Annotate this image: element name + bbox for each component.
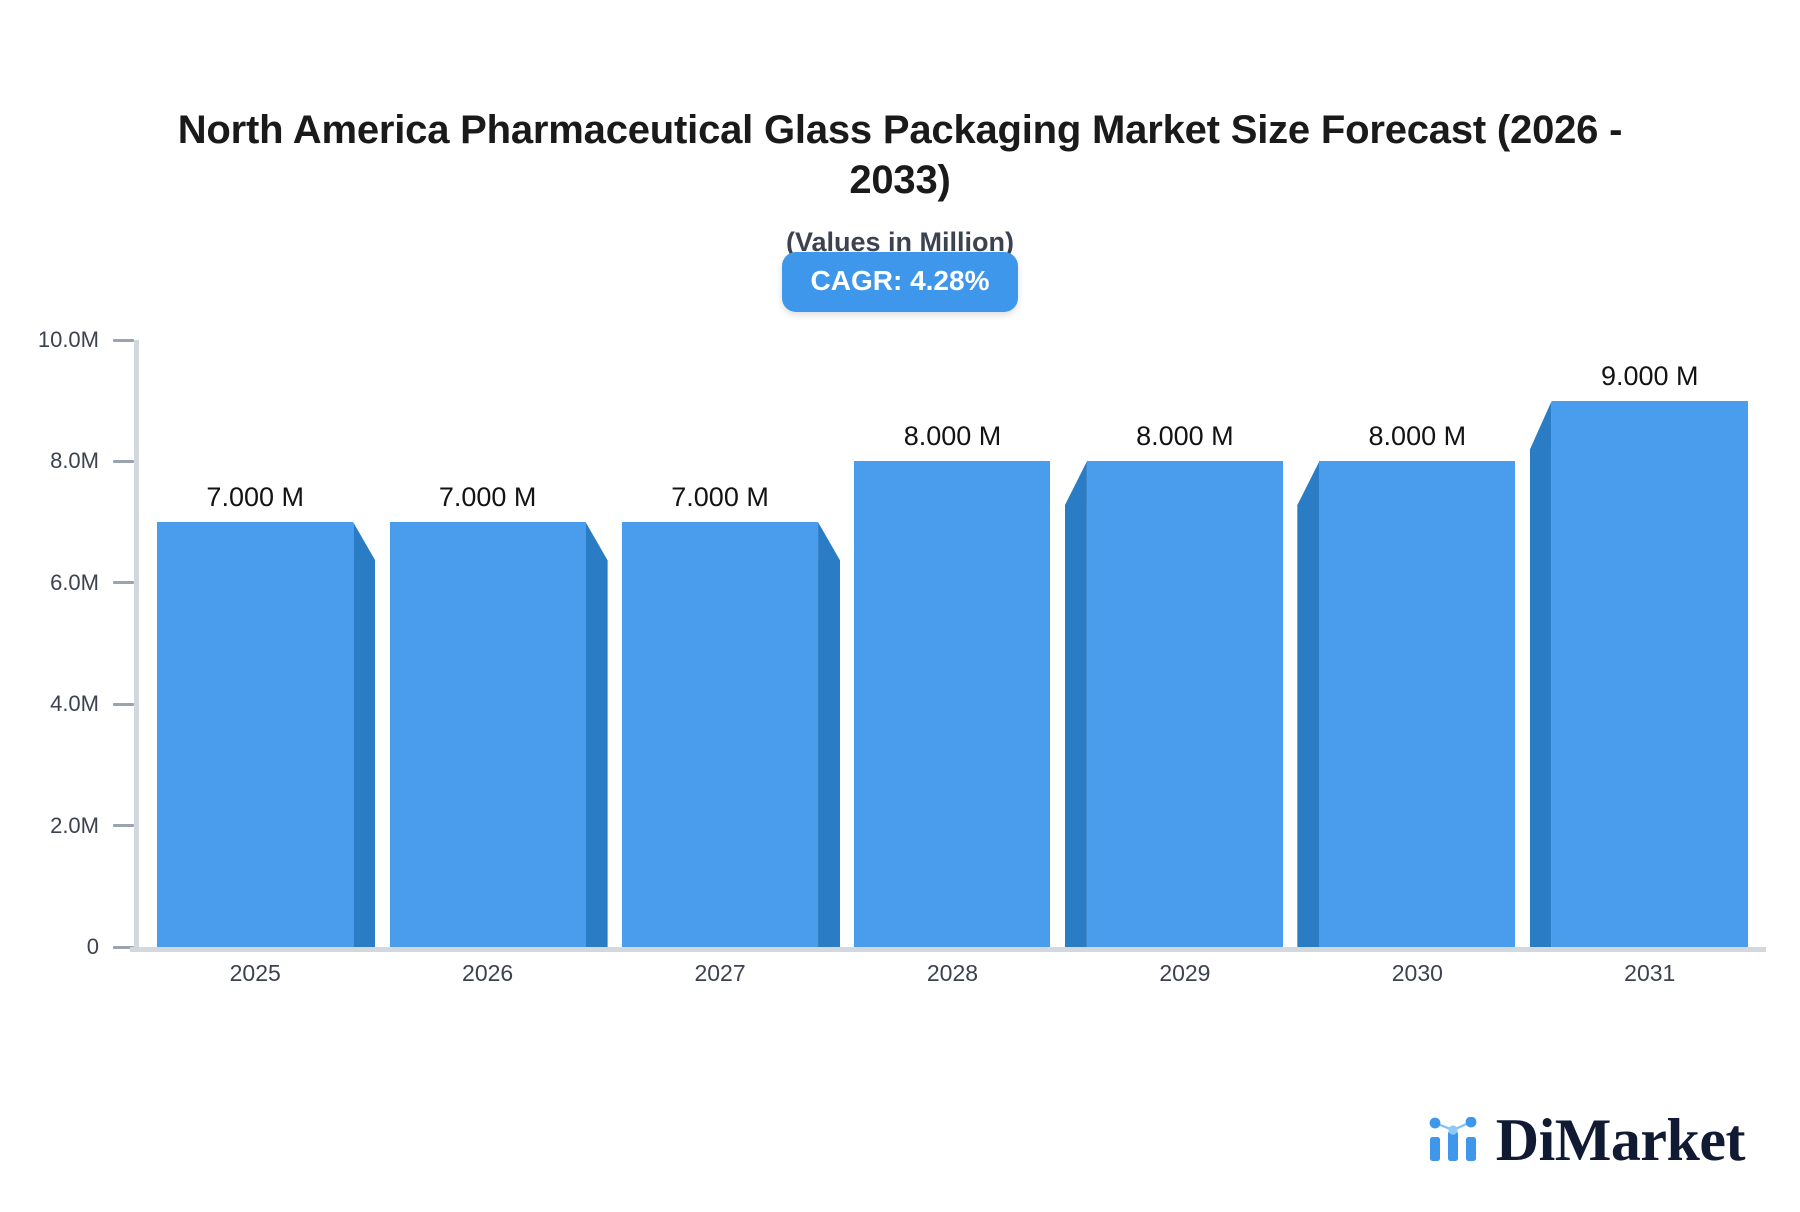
bar-value-label: 7.000 M (438, 482, 537, 513)
y-axis-tick-label: 2.0M (50, 812, 99, 838)
x-axis-line (130, 947, 1766, 952)
bar-value-label: 7.000 M (671, 482, 769, 513)
dimarket-logo: DiMarket (1428, 1107, 1746, 1173)
bar-side-shade (1529, 400, 1552, 947)
y-axis-tick-mark (113, 824, 134, 828)
bar-holder: 9.000 M (1529, 361, 1766, 947)
y-axis-tick-label: 10.0M (37, 327, 99, 352)
bar-side-shade (818, 522, 841, 947)
y-axis-line (134, 340, 139, 950)
bar-chart-icon (1429, 1117, 1477, 1161)
y-axis-tick: 4.0M (50, 691, 134, 717)
y-axis-tick-mark (113, 581, 134, 585)
y-axis-tick: 10.0M (37, 327, 134, 352)
bar[interactable] (1297, 461, 1516, 947)
bar-slot: 9.000 M (1529, 340, 1766, 947)
bar-slot: 8.000 M (836, 340, 1068, 947)
bar[interactable] (854, 461, 1051, 947)
bar-slot: 8.000 M (1064, 340, 1301, 947)
bar-value-label: 8.000 M (1368, 421, 1467, 452)
bar-slot: 7.000 M (139, 340, 376, 947)
bar-face (1319, 461, 1516, 947)
bar[interactable] (389, 522, 608, 947)
y-axis-tick-mark (113, 459, 134, 463)
x-axis: 2025 2026 2027 2028 2029 2030 2031 (139, 960, 1766, 987)
x-axis-tick-label: 2025 (229, 960, 281, 986)
y-axis: 10.0M 8.0M 6.0M 4.0M 2.0M 0 (0, 327, 134, 959)
bar-value-label: 7.000 M (206, 482, 304, 513)
bar-value-label: 8.000 M (1136, 421, 1234, 452)
x-axis-tick-label: 2027 (694, 960, 746, 986)
bar-value-label: 9.000 M (1600, 360, 1699, 391)
bar-holder: 8.000 M (1064, 421, 1301, 947)
y-axis-tick-mark (113, 338, 134, 342)
cagr-badge: CAGR: 4.28% (781, 252, 1019, 312)
y-axis-tick-label: 8.0M (50, 448, 99, 474)
y-axis-tick-mark (113, 945, 134, 949)
bar-holder: 7.000 M (139, 482, 376, 947)
page-title: North America Pharmaceutical Glass Packa… (177, 108, 1623, 202)
chart-header: North America Pharmaceutical Glass Packa… (0, 0, 1800, 312)
bar-side-shade (1297, 461, 1320, 947)
bar[interactable] (157, 522, 376, 947)
cagr-badge-container: CAGR: 4.28% (0, 252, 1800, 312)
y-axis-tick-label: 6.0M (50, 569, 99, 595)
bar-face (854, 461, 1051, 947)
bar-side-shade (353, 522, 376, 947)
bar[interactable] (622, 522, 841, 947)
bar-holder: 8.000 M (1297, 421, 1533, 947)
bar-value-label: 8.000 M (903, 421, 1002, 452)
bar-slot: 7.000 M (604, 340, 841, 947)
y-axis-tick-mark (113, 702, 134, 706)
bar-holder: 7.000 M (371, 482, 608, 947)
bar-holder: 7.000 M (604, 482, 841, 947)
bar-side-shade (1064, 461, 1087, 947)
bar-face (1086, 461, 1283, 947)
bar-face (389, 522, 586, 947)
y-axis-tick-label: 0 (86, 934, 99, 959)
bar-face (1551, 400, 1748, 947)
bar-slot: 8.000 M (1297, 340, 1533, 947)
y-axis-tick-label: 4.0M (50, 691, 99, 717)
bar-face (157, 522, 354, 947)
bar-side-shade (585, 522, 608, 947)
bar-series: 7.000 M 7.000 M 7.000 M 8.000 M 8.000 M 8.000… (139, 340, 1766, 947)
bar-holder: 8.000 M (836, 421, 1068, 947)
x-axis-tick-label: 2028 (926, 960, 979, 986)
bar-face (622, 522, 819, 947)
bar[interactable] (1064, 461, 1283, 947)
bar[interactable] (1529, 400, 1748, 947)
chart-plot-area: 10.0M 8.0M 6.0M 4.0M 2.0M 0 7.000 M 7.000 M 7.0… (0, 327, 1800, 959)
logo-text: DiMarket (1495, 1107, 1746, 1173)
x-axis-tick-label: 2029 (1159, 960, 1211, 986)
y-axis-tick: 6.0M (50, 569, 134, 595)
x-axis-tick-label: 2030 (1391, 960, 1443, 986)
y-axis-tick: 8.0M (50, 448, 134, 474)
x-axis-tick-label: 2026 (462, 960, 514, 986)
x-axis-tick-label: 2031 (1624, 960, 1676, 986)
y-axis-tick: 0 (86, 934, 134, 959)
bar-slot: 7.000 M (371, 340, 608, 947)
y-axis-tick: 2.0M (50, 812, 134, 838)
